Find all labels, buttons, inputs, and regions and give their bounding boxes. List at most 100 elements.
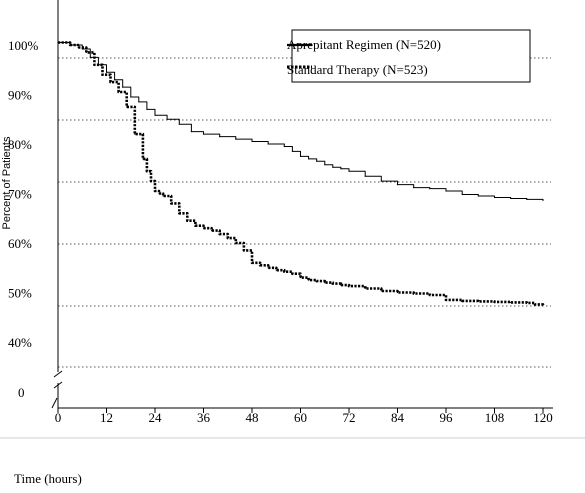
series-0-point-24 bbox=[316, 160, 318, 162]
series-1-point-21 bbox=[211, 230, 213, 232]
series-0-point-12 bbox=[166, 118, 168, 120]
x-tick-label-24: 24 bbox=[149, 410, 163, 425]
series-1-point-22 bbox=[219, 233, 221, 235]
series-1-point-1 bbox=[69, 44, 71, 46]
series-0-point-20 bbox=[283, 145, 285, 148]
series-0-point-11 bbox=[154, 114, 156, 116]
series-1-point-32 bbox=[299, 277, 302, 279]
x-tick-label-120: 120 bbox=[533, 410, 553, 425]
series-0-point-6 bbox=[114, 79, 116, 81]
series-1-point-15 bbox=[162, 195, 164, 197]
y-tick-label-0: 0 bbox=[18, 385, 25, 400]
series-1-point-37 bbox=[340, 284, 342, 286]
axes: 0 12 24 36 48 60 72 84 96 108 120 100% 90% 80% 70% 60% 5… bbox=[0, 0, 585, 439]
series-1-point-0 bbox=[57, 41, 59, 44]
y-tick-label-100: 100% bbox=[8, 38, 39, 53]
series-0-point-33 bbox=[429, 188, 431, 190]
series-1-point-7 bbox=[118, 91, 120, 93]
series-1-point-49 bbox=[526, 302, 528, 304]
series-0-point-25 bbox=[324, 164, 326, 166]
series-0-point-39 bbox=[526, 198, 528, 200]
series-0-point-16 bbox=[219, 136, 221, 138]
y-tick-label-40: 40% bbox=[8, 335, 32, 350]
y-axis-title: Percent of Patients bbox=[1, 136, 13, 229]
y-axis-break-mark bbox=[53, 370, 63, 389]
series-1-point-20 bbox=[202, 227, 205, 229]
series-1-point-2 bbox=[77, 46, 79, 49]
series-0-point-34 bbox=[445, 190, 447, 192]
series-1-point-14 bbox=[158, 192, 160, 195]
series-0-point-21 bbox=[291, 150, 293, 152]
series-1-point-28 bbox=[267, 267, 269, 269]
legend-label-aprepitant: Aprepitant Regimen (N=520) bbox=[287, 37, 441, 52]
x-axis-break-mark bbox=[51, 397, 58, 409]
gridlines bbox=[58, 57, 551, 368]
series-1-point-16 bbox=[170, 202, 172, 204]
series-1-point-12 bbox=[150, 180, 152, 182]
series-0-point-9 bbox=[138, 101, 140, 103]
series-1-point-29 bbox=[275, 269, 277, 271]
series-1-point-39 bbox=[364, 287, 366, 290]
series-0-point-37 bbox=[493, 196, 496, 199]
series-0-point-17 bbox=[235, 138, 237, 140]
series-0-point-36 bbox=[477, 195, 479, 197]
y-tick-label-80: 80% bbox=[8, 137, 32, 152]
x-tick-label-0: 0 bbox=[55, 410, 62, 425]
series-1-point-36 bbox=[332, 283, 334, 285]
series-1-point-6 bbox=[109, 81, 112, 83]
series-1-point-44 bbox=[445, 299, 447, 301]
series-1-point-38 bbox=[348, 285, 350, 287]
series-1-point-10 bbox=[142, 158, 144, 160]
series-0-point-35 bbox=[461, 193, 463, 196]
series-1-point-35 bbox=[324, 282, 326, 284]
series-1-point-46 bbox=[477, 300, 479, 302]
series-1-point-45 bbox=[461, 300, 463, 302]
series-line-standard bbox=[58, 41, 545, 306]
series-1-point-18 bbox=[186, 220, 188, 222]
series-1-point-40 bbox=[380, 290, 382, 292]
series-0-point-18 bbox=[251, 140, 253, 143]
series-1-point-26 bbox=[251, 262, 253, 264]
series-0-point-8 bbox=[130, 96, 132, 98]
series-0-point-3 bbox=[89, 56, 91, 59]
x-tick-label-96: 96 bbox=[440, 410, 454, 425]
x-tick-label-12: 12 bbox=[100, 410, 113, 425]
series-1-point-4 bbox=[93, 64, 95, 66]
series-0-point-13 bbox=[178, 123, 180, 125]
series-1-point-9 bbox=[134, 133, 136, 135]
series-1-point-34 bbox=[316, 280, 318, 282]
series-0-point-32 bbox=[413, 187, 415, 189]
series-0-point-23 bbox=[308, 158, 310, 160]
y-tick-label-60: 60% bbox=[8, 236, 32, 251]
series-1-point-41 bbox=[396, 291, 399, 294]
series-0-point-19 bbox=[267, 143, 269, 145]
series-0-point-31 bbox=[396, 184, 399, 186]
y-tick-label-90: 90% bbox=[8, 88, 32, 103]
series-0-point-5 bbox=[105, 71, 108, 73]
series-1-point-51 bbox=[542, 304, 544, 306]
x-tick-label-72: 72 bbox=[343, 410, 356, 425]
legend-label-standard: Standard Therapy (N=523) bbox=[287, 62, 428, 77]
x-tick-label-48: 48 bbox=[246, 410, 259, 425]
series-1-point-33 bbox=[308, 279, 310, 281]
y-tick-label-70: 70% bbox=[8, 187, 32, 202]
series-0-point-38 bbox=[510, 197, 512, 200]
series-1-point-13 bbox=[154, 190, 156, 192]
series-1-point-17 bbox=[178, 212, 180, 214]
x-tick-label-60: 60 bbox=[294, 410, 307, 425]
series-1-point-27 bbox=[259, 264, 261, 266]
x-tick-label-36: 36 bbox=[197, 410, 211, 425]
x-tick-label-84: 84 bbox=[391, 410, 405, 425]
series-1-point-24 bbox=[235, 242, 237, 244]
series-0-point-28 bbox=[348, 170, 350, 172]
series-1-point-25 bbox=[243, 249, 245, 251]
x-tick-label-108: 108 bbox=[485, 410, 505, 425]
series-1-point-19 bbox=[194, 225, 196, 227]
series-0-point-7 bbox=[122, 86, 124, 88]
series-0-point-40 bbox=[542, 199, 544, 201]
series-1-point-5 bbox=[101, 74, 104, 76]
series-0-point-27 bbox=[340, 168, 342, 170]
legend: Aprepitant Regimen (N=520) Standard Ther… bbox=[287, 29, 531, 83]
series-1-point-30 bbox=[283, 271, 285, 273]
